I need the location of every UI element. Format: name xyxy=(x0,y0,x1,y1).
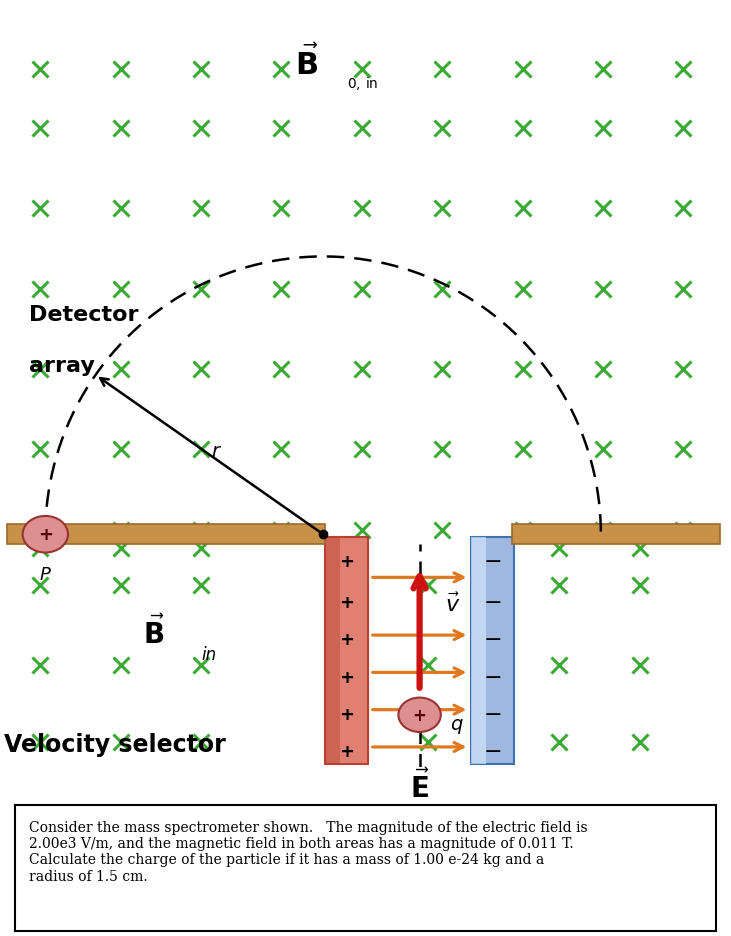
Text: $\vec{v}$: $\vec{v}$ xyxy=(444,592,461,615)
Bar xyxy=(325,537,368,764)
Text: +: + xyxy=(339,631,354,649)
Text: +: + xyxy=(339,742,354,761)
Text: +: + xyxy=(38,526,53,544)
Text: r: r xyxy=(211,441,219,461)
Text: in: in xyxy=(201,646,216,664)
Ellipse shape xyxy=(23,517,68,553)
Text: Detector: Detector xyxy=(29,305,139,325)
Text: −: − xyxy=(483,741,502,762)
Text: Consider the mass spectrometer shown.   The magnitude of the electric field is
2: Consider the mass spectrometer shown. Th… xyxy=(29,820,587,883)
Bar xyxy=(471,537,514,764)
Text: $\vec{\mathbf{B}}$: $\vec{\mathbf{B}}$ xyxy=(295,45,319,80)
Text: −: − xyxy=(483,592,502,612)
Text: $\vec{\mathbf{B}}$: $\vec{\mathbf{B}}$ xyxy=(143,616,164,650)
Text: array: array xyxy=(29,356,95,376)
Bar xyxy=(471,537,486,764)
Text: Velocity selector: Velocity selector xyxy=(4,733,225,756)
Ellipse shape xyxy=(398,698,441,732)
Text: +: + xyxy=(339,593,354,611)
Text: $_{0,\,\mathrm{in}}$: $_{0,\,\mathrm{in}}$ xyxy=(347,75,379,95)
Text: +: + xyxy=(339,706,354,724)
Text: −: − xyxy=(483,630,502,650)
Text: q: q xyxy=(450,714,462,733)
Bar xyxy=(7,524,325,545)
Text: +: + xyxy=(339,552,354,571)
Text: −: − xyxy=(483,667,502,687)
Bar xyxy=(512,524,720,545)
Text: P: P xyxy=(40,565,50,583)
Text: +: + xyxy=(339,668,354,686)
Text: −: − xyxy=(483,551,502,572)
Text: −: − xyxy=(483,704,502,724)
Text: $\vec{\mathbf{E}}$: $\vec{\mathbf{E}}$ xyxy=(409,768,430,803)
Text: +: + xyxy=(413,706,426,724)
Bar xyxy=(325,537,340,764)
